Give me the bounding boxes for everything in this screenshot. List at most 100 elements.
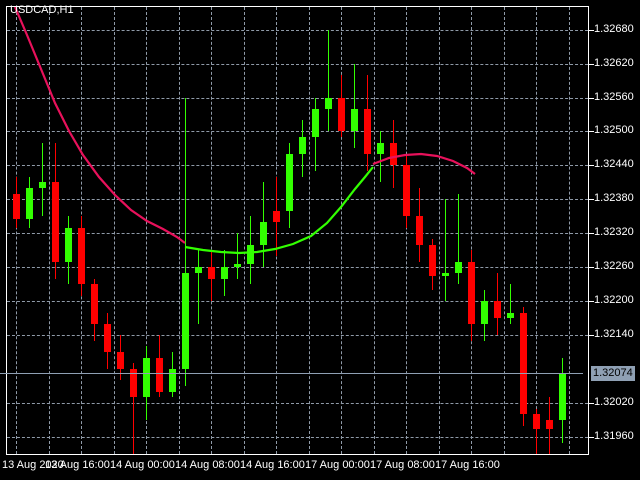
time-axis-label: 14 Aug 00:00 [110, 459, 175, 471]
time-gridline [211, 7, 212, 454]
ma-bearish-segment-start [13, 7, 186, 244]
time-gridline [341, 7, 342, 454]
candle-body[interactable] [208, 267, 215, 279]
candle-body[interactable] [117, 352, 124, 370]
candle-body[interactable] [429, 244, 436, 276]
candle-body[interactable] [325, 97, 332, 109]
candle-body[interactable] [559, 372, 566, 421]
candle-body[interactable] [195, 267, 202, 273]
candle-body[interactable] [299, 137, 306, 155]
candle-wick [445, 199, 446, 302]
candle-body[interactable] [156, 357, 163, 392]
candle-body[interactable] [546, 420, 553, 429]
candle-body[interactable] [416, 216, 423, 245]
candle-body[interactable] [78, 227, 85, 285]
candle-body[interactable] [533, 414, 540, 429]
candle-body[interactable] [247, 244, 254, 265]
candle-wick [354, 63, 355, 149]
candle-wick [380, 131, 381, 183]
price-axis-label: 1.32500 [594, 124, 634, 137]
candle-body[interactable] [338, 97, 345, 132]
time-axis-label: 17 Aug 16:00 [435, 459, 500, 471]
ma-bearish-segment-end [372, 152, 476, 175]
candle-body[interactable] [507, 312, 514, 319]
time-axis-label: 17 Aug 08:00 [370, 459, 435, 471]
price-gridline [7, 29, 588, 31]
candle-body[interactable] [390, 142, 397, 166]
chart-symbol-label: USDCAD,H1 [10, 4, 74, 16]
candle-body[interactable] [377, 142, 384, 155]
candle-body[interactable] [91, 284, 98, 324]
price-axis-label: 1.32200 [594, 294, 634, 307]
candle-wick [536, 408, 537, 454]
price-axis-label: 1.31960 [594, 430, 634, 443]
candle-body[interactable] [481, 301, 488, 324]
price-axis-tick [589, 301, 594, 303]
candle-body[interactable] [520, 312, 527, 415]
time-axis-label: 17 Aug 00:00 [305, 459, 370, 471]
time-gridline [113, 7, 115, 454]
price-axis-tick [589, 403, 594, 405]
price-axis-label: 1.32260 [594, 260, 634, 273]
time-gridline [438, 7, 440, 454]
price-gridline [7, 63, 588, 65]
candle-body[interactable] [455, 261, 462, 273]
candle-body[interactable] [403, 165, 410, 217]
candle-body[interactable] [260, 222, 267, 245]
price-axis-tick [589, 437, 594, 439]
price-axis-tick [589, 267, 594, 269]
time-gridline [406, 7, 407, 454]
price-axis-label: 1.32380 [594, 192, 634, 205]
candle-body[interactable] [351, 108, 358, 132]
candle-body[interactable] [468, 261, 475, 324]
time-axis-label: 14 Aug 16:00 [240, 459, 305, 471]
chart-plot-area[interactable] [7, 7, 588, 454]
bid-price-line [0, 372, 583, 374]
candle-body[interactable] [39, 182, 46, 189]
price-axis-tick [589, 63, 594, 65]
candle-body[interactable] [364, 108, 371, 155]
price-gridline [7, 267, 588, 269]
price-axis-tick [589, 29, 594, 31]
candle-body[interactable] [273, 210, 280, 222]
candle-body[interactable] [286, 154, 293, 211]
candle-body[interactable] [65, 227, 72, 262]
candle-body[interactable] [221, 267, 228, 279]
moving-average-overlay [13, 7, 476, 255]
candle-body[interactable] [104, 323, 111, 353]
time-gridline [16, 7, 17, 454]
price-gridline [7, 165, 588, 167]
current-price-tag: 1.32074 [591, 365, 635, 381]
time-gridline [568, 7, 570, 454]
time-gridline [178, 7, 180, 454]
candle-body[interactable] [143, 357, 150, 398]
candle-body[interactable] [494, 301, 501, 319]
time-gridline [243, 7, 245, 454]
candle-body[interactable] [234, 264, 241, 268]
price-axis-tick [589, 97, 594, 99]
candle-body[interactable] [26, 188, 33, 220]
candle-wick [237, 233, 238, 279]
candle-body[interactable] [13, 193, 20, 220]
candle-body[interactable] [130, 369, 137, 398]
price-gridline [7, 403, 588, 405]
candle-body[interactable] [169, 369, 176, 392]
time-gridline [308, 7, 310, 454]
price-gridline [7, 199, 588, 201]
time-gridline [146, 7, 147, 454]
candle-body[interactable] [52, 182, 59, 262]
candle-body[interactable] [182, 272, 189, 370]
price-axis-tick [589, 233, 594, 235]
candle-body[interactable] [442, 272, 449, 276]
time-gridline [48, 7, 50, 454]
time-axis-label: 13 Aug 2020 [2, 459, 64, 471]
price-axis-label: 1.32140 [594, 328, 634, 341]
price-gridline [7, 233, 588, 235]
time-axis-label: 13 Aug 16:00 [45, 459, 110, 471]
candle-wick [328, 29, 329, 132]
price-axis-label: 1.32620 [594, 56, 634, 69]
candle-body[interactable] [312, 108, 319, 138]
price-axis-tick [589, 199, 594, 201]
candle-wick [42, 142, 43, 217]
